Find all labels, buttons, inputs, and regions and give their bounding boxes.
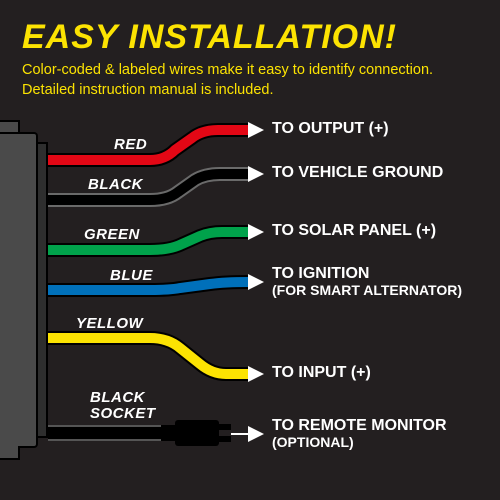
dest-black: TO VEHICLE GROUND — [272, 165, 443, 182]
wire-label-blue: BLUE — [110, 267, 153, 284]
dest-socket-l1: TO REMOTE MONITOR — [272, 417, 447, 434]
wire-green — [48, 232, 248, 250]
wire-label-socket: BLACK SOCKET — [90, 390, 156, 422]
dest-blue-l1: TO IGNITION — [272, 265, 369, 282]
dest-blue-l2: (FOR SMART ALTERNATOR) — [272, 282, 462, 298]
page-subtitle: Color-coded & labeled wires make it easy… — [0, 61, 500, 100]
wire-label-green: GREEN — [84, 226, 140, 243]
arrow-red — [248, 122, 264, 138]
wire-label-socket-l1: BLACK — [90, 389, 145, 406]
dest-blue: TO IGNITION (FOR SMART ALTERNATOR) — [272, 266, 462, 300]
arrow-yellow — [248, 366, 264, 382]
dest-green: TO SOLAR PANEL (+) — [272, 223, 436, 240]
arrow-black — [248, 166, 264, 182]
dest-socket: TO REMOTE MONITOR (OPTIONAL) — [272, 418, 447, 452]
dest-socket-l2: (OPTIONAL) — [272, 434, 354, 450]
wire-label-yellow: YELLOW — [76, 315, 143, 332]
arrow-green — [248, 224, 264, 240]
socket-prong-bottom — [219, 436, 231, 442]
wire-label-socket-l2: SOCKET — [90, 405, 156, 422]
arrow-blue — [248, 274, 264, 290]
wire-red — [48, 130, 248, 160]
wire-black — [48, 174, 248, 200]
wire-label-black: BLACK — [88, 176, 143, 193]
socket-prong-top — [219, 424, 231, 430]
socket-body — [175, 420, 219, 446]
page-title: EASY INSTALLATION! — [0, 0, 500, 61]
wire-label-red: RED — [114, 136, 147, 153]
dest-red: TO OUTPUT (+) — [272, 121, 389, 138]
arrow-socket — [248, 426, 264, 442]
dest-yellow: TO INPUT (+) — [272, 365, 371, 382]
wiring-diagram: RED BLACK GREEN BLUE YELLOW BLACK SOCKET… — [0, 120, 500, 490]
remote-monitor-socket — [175, 420, 219, 446]
